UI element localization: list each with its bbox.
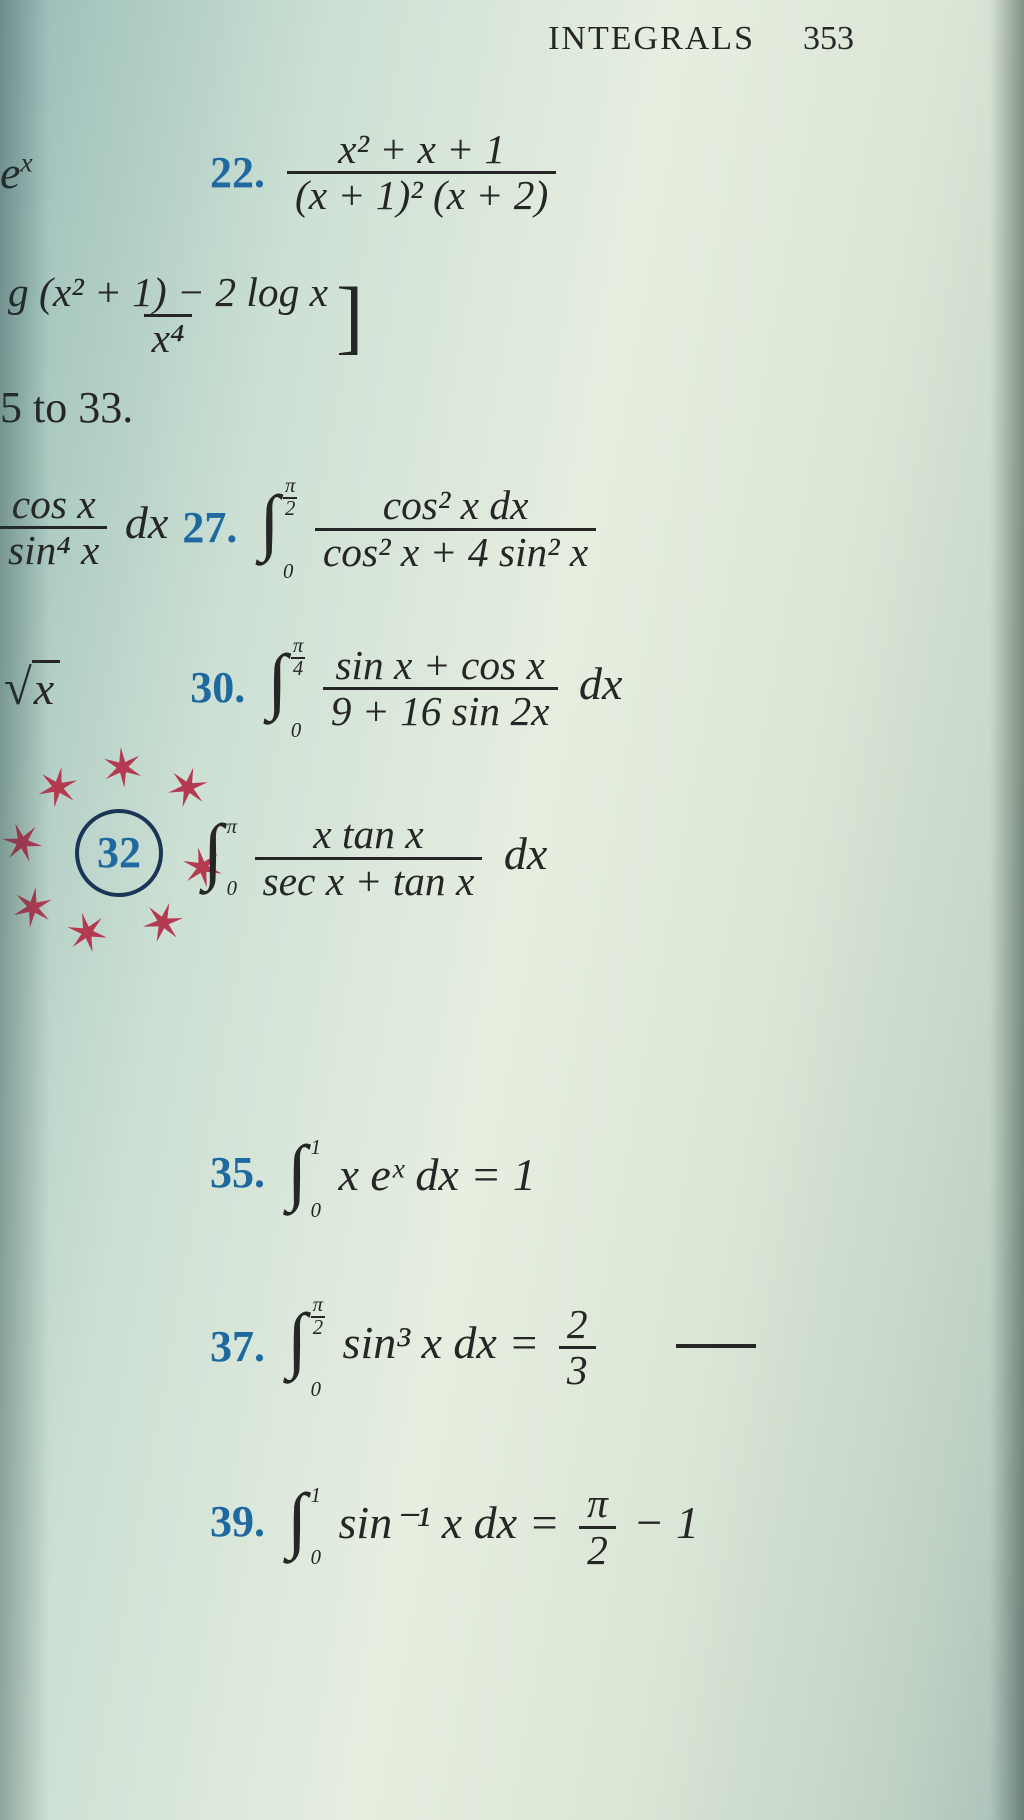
q30-number: 30. (190, 662, 245, 713)
right-shadow (990, 0, 1024, 1820)
star-icon: ✶ (58, 897, 118, 970)
integral-icon: ∫ (287, 1297, 307, 1382)
q27-expr: ∫ π 2 0 cos² x dx cos² x + 4 sin² x (259, 473, 596, 583)
q37-rhs-den: 3 (559, 1346, 596, 1392)
q39-expr: ∫ 1 0 sin⁻¹ x dx = π 2 − 1 (287, 1471, 699, 1572)
q35-lower: 0 (311, 1201, 321, 1222)
q32-upper: π (227, 817, 237, 838)
integral-icon: ∫ (287, 1129, 307, 1214)
q22-expr: x² + x + 1 (x + 1)² (x + 2) (287, 128, 556, 218)
q27-number: 27. (182, 502, 237, 553)
integral-icon: ∫ (259, 479, 279, 564)
q30-upper-num: π (291, 636, 305, 657)
left-shadow (0, 0, 50, 1820)
q22-number: 22. (210, 147, 265, 198)
q39-number: 39. (210, 1496, 265, 1547)
star-icon: ✶ (97, 735, 148, 802)
q39-lower: 0 (311, 1548, 321, 1569)
q32-integrand-den: sec x + tan x (255, 857, 483, 903)
q30-dx: dx (579, 658, 622, 709)
running-head: INTEGRALS 353 (0, 20, 984, 58)
q35-expr: ∫ 1 0 x eˣ dx = 1 (287, 1123, 536, 1221)
chapter-title: INTEGRALS (548, 20, 755, 58)
q35-number: 35. (210, 1147, 265, 1198)
q23-numerator: g (x² + 1) − 2 log x (0, 271, 336, 314)
q27-upper-num: π (283, 476, 297, 497)
q23-denominator: x⁴ (144, 314, 193, 360)
integral-icon: ∫ (203, 808, 223, 893)
q30-lower: 0 (291, 721, 305, 742)
q30-integrand-den: 9 + 16 sin 2x (323, 687, 558, 733)
q27-integrand-den: cos² x + 4 sin² x (315, 528, 596, 574)
q32-dx: dx (504, 828, 547, 879)
blank-line (676, 1344, 756, 1348)
q39-upper: 1 (311, 1486, 321, 1507)
q37-number: 37. (210, 1321, 265, 1372)
star-icon: ✶ (131, 886, 194, 960)
q37-rhs-num: 2 (559, 1303, 596, 1346)
q35-body: x eˣ dx = 1 (339, 1149, 536, 1200)
q26-dx: dx (125, 497, 168, 548)
page-number: 353 (803, 20, 854, 58)
close-bracket-icon: ] (336, 270, 364, 362)
q23-fragment: g (x² + 1) − 2 log x x⁴ ] (0, 268, 364, 364)
integral-icon: ∫ (267, 638, 287, 723)
q27-upper-den: 2 (283, 497, 297, 520)
q39-rhs-num: π (579, 1482, 616, 1525)
integral-icon: ∫ (287, 1477, 307, 1562)
q32-integrand-num: x tan x (305, 813, 431, 856)
q32-lower: 0 (227, 879, 237, 900)
q35-upper: 1 (311, 1138, 321, 1159)
q37-body: sin³ x dx = (343, 1317, 540, 1368)
q39-body: sin⁻¹ x dx = (339, 1497, 560, 1548)
q30-upper-den: 4 (291, 657, 305, 680)
q39-tail: − 1 (633, 1497, 699, 1548)
q37-lower: 0 (311, 1380, 325, 1401)
q22-numerator: x² + x + 1 (330, 128, 513, 171)
q37-upper-num: π (311, 1295, 325, 1316)
q27-lower: 0 (283, 562, 297, 583)
q30-expr: ∫ π 4 0 sin x + cos x 9 + 16 sin 2x dx (267, 632, 622, 742)
q27-integrand-num: cos² x dx (375, 484, 537, 527)
q32-expr: ∫ π 0 x tan x sec x + tan x dx (203, 802, 547, 903)
page: INTEGRALS 353 ex 22. x² + x + 1 (x + 1)²… (0, 0, 1024, 1820)
q30-integrand-num: sin x + cos x (327, 644, 553, 687)
q37-expr: ∫ π 2 0 sin³ x dx = 2 3 (287, 1291, 596, 1401)
q37-upper-den: 2 (311, 1316, 325, 1339)
q22-denominator: (x + 1)² (x + 2) (287, 171, 556, 217)
q39-rhs-den: 2 (579, 1526, 616, 1572)
q32-number: 32 (75, 809, 163, 897)
